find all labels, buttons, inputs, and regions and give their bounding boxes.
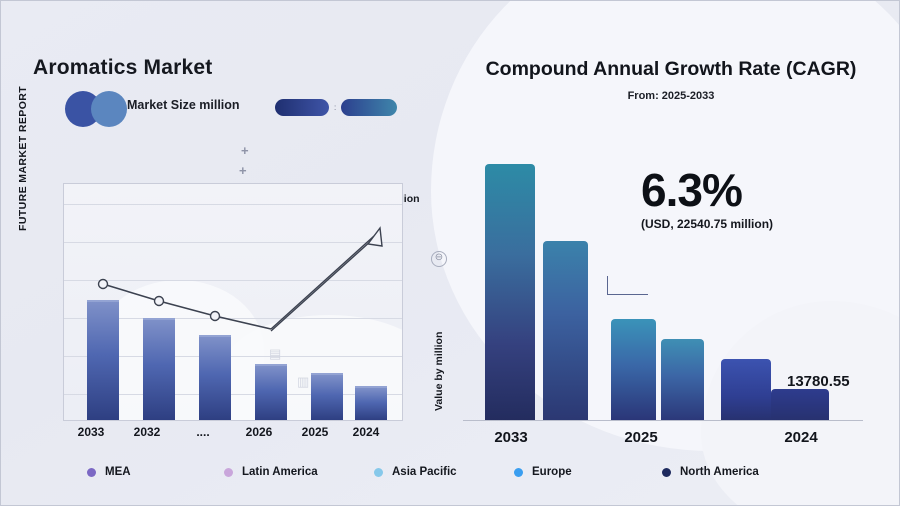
plus-icon-lower: + [239,163,247,178]
x-axis-tick-label: 2024 [352,425,380,439]
legend-label: Europe [532,466,572,478]
legend-item-latin-america[interactable]: Latin America [224,466,374,478]
legend-dot-icon [87,467,96,477]
cagr-note: (USD, 22540.75 million) [641,217,774,231]
bar [543,241,588,421]
legend-dot-icon [374,467,383,477]
gridline [64,356,402,357]
bar [661,339,704,421]
x-axis-tick-label: 2032 [133,425,161,439]
left-chart-trend-line [97,226,383,332]
legend-item-asia-pacific[interactable]: Asia Pacific [374,466,514,478]
legend-label: MEA [105,466,131,478]
x-axis-tick-label: 2025 [624,429,658,446]
cagr-value: 6.3% [641,164,743,216]
legend-item-europe[interactable]: Europe [514,466,662,478]
x-axis-tick-label: .... [196,425,210,439]
chart-legend: MEA Latin America Asia Pacific Europe No… [87,466,759,478]
cagr-title: Compound Annual Growth Rate (CAGR) [485,58,857,80]
bar [255,364,287,420]
bar [771,389,829,421]
market-size-label: Market Size million [127,98,240,112]
right-chart-plot-area [463,151,863,421]
legend-item-north-america[interactable]: North America [662,466,759,478]
legend-label: Latin America [242,466,318,478]
legend-dot-icon [662,467,671,477]
plus-icon-upper: + [241,143,249,158]
decor-corner-bracket [607,276,648,295]
ghost-document-icon: ▤ [269,346,282,361]
bar [485,164,535,421]
legend-pill-group: : [275,99,398,116]
legend-dot-icon [514,467,523,477]
minus-circle-icon: ⊖ [431,251,447,267]
two-overlapping-circles-icon [65,91,127,127]
right-chart-axis-line [463,420,863,421]
legend-item-mea[interactable]: MEA [87,466,224,478]
bar [87,300,119,420]
bar [143,318,175,420]
bar [311,373,343,420]
pill-gradient [341,99,398,116]
gridline [64,318,402,319]
bar [721,359,771,421]
x-axis-tick-label: 2024 [784,429,818,446]
right-chart-end-value: 13780.55 [787,373,850,390]
x-axis-tick-label: 2033 [494,429,528,446]
gridline [64,204,402,205]
left-chart-plot-area: ▤ ▥ [63,183,403,421]
x-axis-tick-label: 2025 [301,425,329,439]
gridline [64,242,402,243]
left-chart-y-axis-label: FUTURE MARKET REPORT [17,85,29,231]
right-chart-y-axis-label: Value by million [433,331,445,411]
legend-label: North America [680,466,759,478]
page-title: Aromatics Market [33,56,213,79]
logo-circle-light [91,91,127,127]
gridline [64,280,402,281]
cagr-subtitle: From: 2025-2033 [627,90,715,102]
legend-dot-icon [224,467,233,477]
bar [611,319,656,421]
legend-label: Asia Pacific [392,466,457,478]
x-axis-tick-label: 2033 [77,425,105,439]
bar [355,386,387,420]
pill-dark [275,99,329,116]
bar [199,335,231,420]
ghost-chart-icon: ▥ [297,374,310,389]
pill-separator: : [334,103,337,112]
x-axis-tick-label: 2026 [245,425,273,439]
gridline [64,394,402,395]
